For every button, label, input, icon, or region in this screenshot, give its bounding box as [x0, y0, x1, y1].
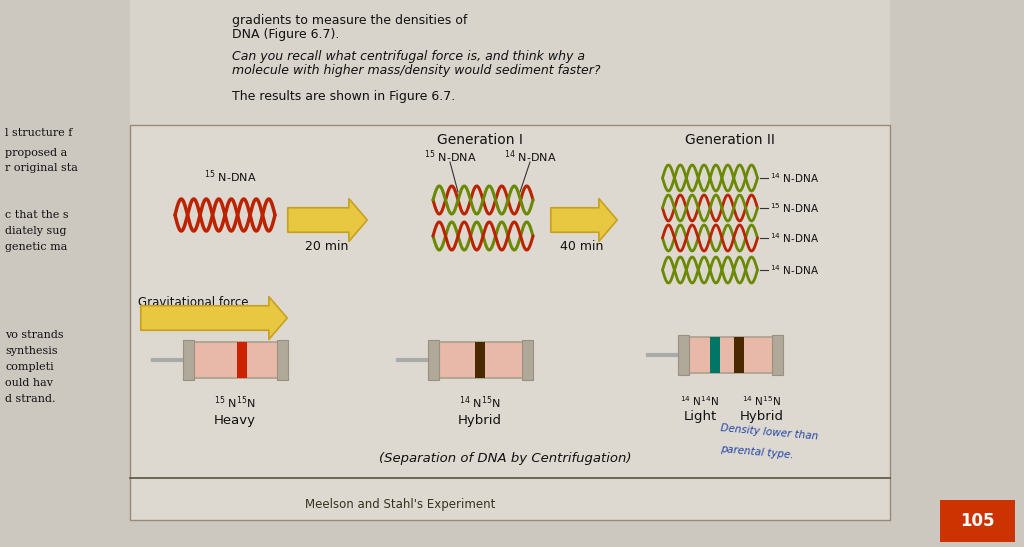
Text: $^{15}$ N-DNA: $^{15}$ N-DNA	[770, 201, 819, 215]
Text: Can you recall what centrifugal force is, and think why a: Can you recall what centrifugal force is…	[232, 50, 585, 63]
Text: Generation I: Generation I	[437, 133, 523, 147]
Bar	[678, 335, 688, 375]
Bar	[427, 340, 438, 380]
Text: Meelson and Stahl's Experiment: Meelson and Stahl's Experiment	[305, 498, 496, 511]
Text: 105: 105	[959, 512, 994, 530]
Text: diately sug: diately sug	[5, 226, 67, 236]
Text: gradients to measure the densities of: gradients to measure the densities of	[232, 14, 467, 27]
Bar	[733, 337, 743, 373]
Text: $^{15}$ N-DNA: $^{15}$ N-DNA	[424, 148, 476, 165]
Text: molecule with higher mass/density would sediment faster?: molecule with higher mass/density would …	[232, 64, 600, 77]
Bar	[687, 337, 772, 373]
Text: 20 min: 20 min	[305, 240, 349, 253]
Bar	[475, 342, 485, 378]
Text: $^{14}$ N-DNA: $^{14}$ N-DNA	[770, 263, 819, 277]
Text: $^{15}$ N-DNA: $^{15}$ N-DNA	[204, 168, 256, 184]
Text: r original sta: r original sta	[5, 163, 78, 173]
Text: l structure f: l structure f	[5, 128, 73, 138]
Text: (Separation of DNA by Centrifugation): (Separation of DNA by Centrifugation)	[379, 452, 631, 465]
Bar	[237, 342, 247, 378]
Text: parental type.: parental type.	[720, 444, 794, 460]
Bar	[940, 500, 1015, 542]
Text: DNA (Figure 6.7).: DNA (Figure 6.7).	[232, 28, 339, 41]
Bar	[276, 340, 288, 380]
Text: $^{14}$ N-DNA: $^{14}$ N-DNA	[504, 148, 556, 165]
Text: ould hav: ould hav	[5, 378, 53, 388]
Text: vo strands: vo strands	[5, 330, 63, 340]
Text: $^{14}$ N$^{15}$N: $^{14}$ N$^{15}$N	[459, 395, 501, 411]
Bar	[182, 340, 194, 380]
Text: Heavy: Heavy	[214, 414, 256, 427]
Bar	[130, 0, 890, 128]
Text: $^{14}$ N-DNA: $^{14}$ N-DNA	[770, 231, 819, 245]
Text: proposed a: proposed a	[5, 148, 68, 158]
Bar	[771, 335, 782, 375]
Text: The results are shown in Figure 6.7.: The results are shown in Figure 6.7.	[232, 90, 456, 103]
Text: $^{14}$ N$^{15}$N: $^{14}$ N$^{15}$N	[742, 394, 781, 408]
Text: genetic ma: genetic ma	[5, 242, 68, 252]
Bar	[130, 125, 890, 520]
Text: d strand.: d strand.	[5, 394, 55, 404]
Bar	[521, 340, 532, 380]
Text: c that the s: c that the s	[5, 210, 69, 220]
Text: Gravitational force: Gravitational force	[138, 296, 249, 310]
Bar	[437, 342, 522, 378]
Text: Hybrid: Hybrid	[458, 414, 502, 427]
Text: completi: completi	[5, 362, 53, 372]
Bar	[710, 337, 720, 373]
Text: Hybrid: Hybrid	[740, 410, 784, 423]
Text: $^{14}$ N$^{14}$N: $^{14}$ N$^{14}$N	[681, 394, 720, 408]
Text: Generation II: Generation II	[685, 133, 775, 147]
Text: synthesis: synthesis	[5, 346, 57, 356]
Text: 40 min: 40 min	[560, 240, 604, 253]
Bar	[193, 342, 278, 378]
Text: Light: Light	[683, 410, 717, 423]
Text: $^{14}$ N-DNA: $^{14}$ N-DNA	[770, 171, 819, 185]
Text: Density lower than: Density lower than	[720, 423, 818, 442]
Text: $^{15}$ N$^{15}$N: $^{15}$ N$^{15}$N	[214, 395, 256, 411]
